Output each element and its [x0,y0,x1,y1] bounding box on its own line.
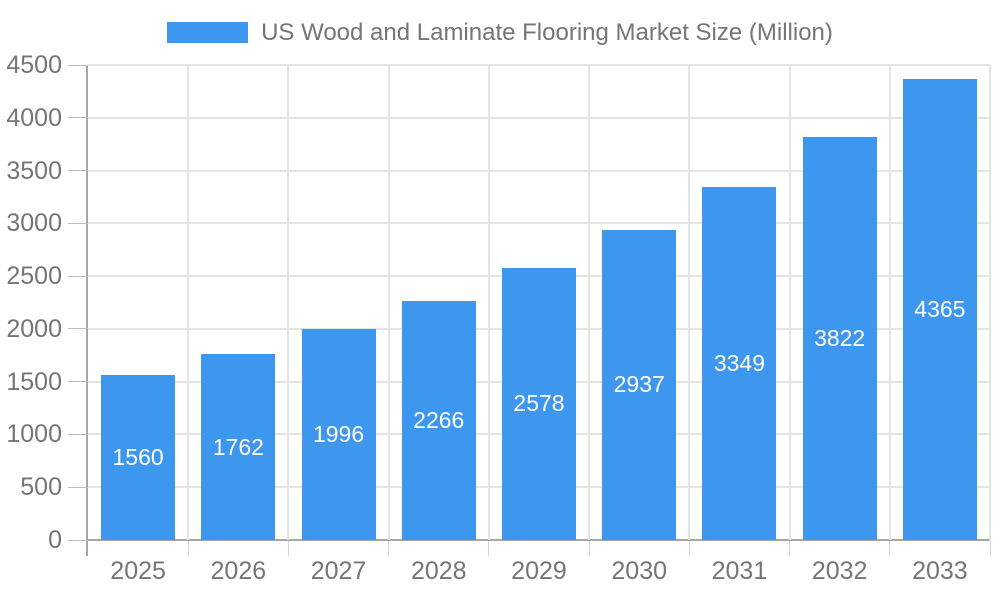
y-axis-tick [68,539,88,541]
vertical-gridline [187,65,190,540]
bar-value-label: 3822 [814,324,866,351]
vertical-gridline [888,65,891,540]
y-axis-label: 500 [20,473,62,502]
y-axis-label: 2500 [6,262,62,291]
y-axis-label: 4000 [6,103,62,132]
y-axis-label: 0 [48,526,62,554]
vertical-gridline [287,65,290,540]
x-axis-label: 2025 [110,557,166,585]
horizontal-gridline [88,169,990,172]
x-axis-label: 2030 [611,557,668,585]
y-axis-tick [68,486,88,488]
y-axis-label: 2000 [6,314,62,343]
horizontal-gridline [88,116,990,119]
x-axis-label: 2029 [511,557,567,585]
x-axis-tick [388,541,390,556]
horizontal-gridline [88,64,990,66]
x-axis-tick [989,541,991,556]
x-axis-label: 2031 [711,557,768,585]
x-axis-tick [488,541,490,556]
legend-swatch [167,22,249,43]
x-axis-label: 2026 [210,557,267,585]
y-axis-tick [68,117,88,119]
bar: 3822 [802,136,877,540]
x-axis-label: 2028 [410,557,467,585]
legend-label: US Wood and Laminate Flooring Market Siz… [261,18,833,46]
bar: 1560 [101,375,176,540]
bar: 1762 [201,354,276,540]
x-axis-label: 2027 [310,557,367,585]
legend[interactable]: US Wood and Laminate Flooring Market Siz… [0,17,1000,48]
plot-area: 1560 1762 1996 2266 2578 2937 3349 3822 4365 [88,64,991,540]
y-axis-tick [68,64,88,66]
bar: 2266 [401,300,476,540]
bar: 2578 [502,267,576,540]
y-axis-tick [68,170,88,172]
bar-value-label: 2937 [613,371,665,398]
y-axis-line [86,65,88,556]
x-axis-tick [187,541,189,556]
y-axis-label: 4500 [6,51,62,79]
bar-value-label: 4365 [914,296,966,323]
x-axis-tick [588,541,590,556]
x-axis-tick [688,541,690,556]
x-axis-line [88,539,990,541]
y-axis-tick [68,275,88,277]
bar-value-label: 1560 [112,444,164,471]
y-axis-tick [68,381,88,383]
bar-value-label: 1762 [212,433,264,460]
y-axis-tick [68,433,88,435]
horizontal-gridline [88,222,990,225]
bar-value-label: 2266 [413,406,465,433]
x-axis-tick [287,541,289,556]
bar: 2937 [602,229,677,540]
vertical-gridline [688,65,691,540]
vertical-gridline [989,65,991,540]
bar: 1996 [301,329,376,540]
y-axis-label: 1500 [6,367,62,396]
bar-value-label: 2578 [513,390,565,417]
y-axis-label: 1000 [6,420,62,449]
x-axis-tick [789,541,791,556]
bar: 4365 [902,79,977,540]
bar: 3349 [702,186,777,540]
bar-value-label: 3349 [713,349,766,376]
x-axis-tick [889,541,891,556]
vertical-gridline [487,65,490,540]
y-axis-tick [68,222,88,224]
y-axis-tick [68,328,88,330]
bar-value-label: 1996 [312,421,365,448]
y-axis-label: 3000 [6,209,62,238]
x-axis-label: 2032 [811,557,868,585]
vertical-gridline [588,65,591,540]
vertical-gridline [387,65,390,540]
vertical-gridline [788,65,791,540]
x-axis-label: 2033 [912,557,968,585]
y-axis-label: 3500 [6,156,62,185]
